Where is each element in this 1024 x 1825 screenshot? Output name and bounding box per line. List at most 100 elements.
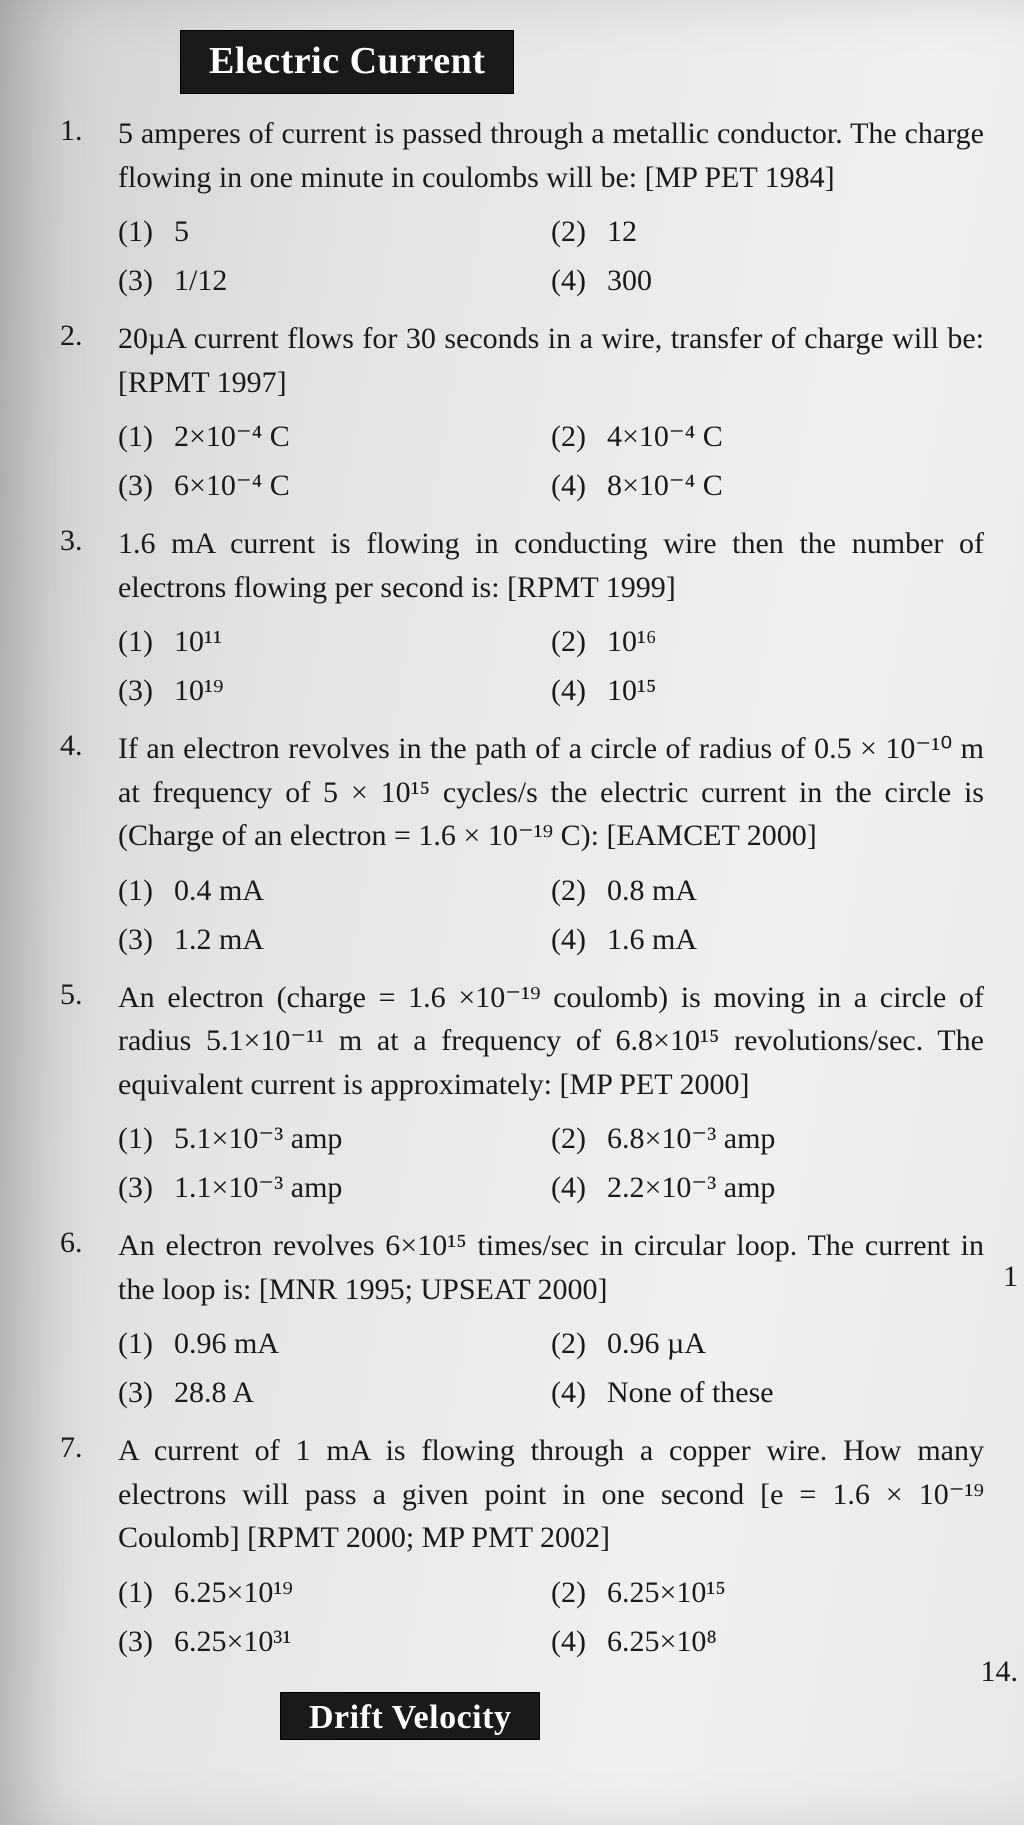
option-value: 10¹⁵ — [607, 674, 656, 707]
option-value: 300 — [607, 264, 652, 297]
option-number: (4) — [551, 668, 607, 713]
option-number: (1) — [118, 414, 174, 459]
option: (2)12 — [551, 207, 984, 256]
option: (3)10¹⁹ — [118, 666, 551, 715]
options-row: (1)5.1×10⁻³ amp(2)6.8×10⁻³ amp(3)1.1×10⁻… — [118, 1114, 984, 1212]
option: (1)5.1×10⁻³ amp — [118, 1114, 551, 1163]
question-text: An electron revolves 6×10¹⁵ times/sec in… — [118, 1224, 984, 1311]
option-number: (3) — [118, 1165, 174, 1210]
question-source: [MNR 1995; UPSEAT 2000] — [259, 1273, 608, 1306]
option: (1)5 — [118, 207, 551, 256]
option-number: (3) — [118, 1370, 174, 1415]
question-number: 4. — [60, 727, 118, 964]
option-number: (1) — [118, 868, 174, 913]
option-value: 5 — [174, 215, 189, 248]
option-value: 4×10⁻⁴ C — [607, 420, 723, 453]
option: (1)2×10⁻⁴ C — [118, 412, 551, 461]
option: (3)28.8 A — [118, 1368, 551, 1417]
option-number: (3) — [118, 1619, 174, 1664]
option-value: 6.25×10¹⁵ — [607, 1576, 726, 1609]
question: 3.1.6 mA current is flowing in conductin… — [60, 522, 984, 715]
option: (4)2.2×10⁻³ amp — [551, 1163, 984, 1212]
option-number: (2) — [551, 619, 607, 664]
question: 7.A current of 1 mA is flowing through a… — [60, 1429, 984, 1666]
option: (2)10¹⁶ — [551, 617, 984, 666]
option: (2)6.8×10⁻³ amp — [551, 1114, 984, 1163]
option-value: 1.2 mA — [174, 923, 264, 956]
option-number: (2) — [551, 414, 607, 459]
question-number: 7. — [60, 1429, 118, 1666]
option-number: (3) — [118, 463, 174, 508]
option-number: (1) — [118, 1321, 174, 1366]
option-number: (3) — [118, 917, 174, 962]
option-value: 0.96 µA — [607, 1327, 706, 1360]
option-value: 2×10⁻⁴ C — [174, 420, 290, 453]
question: 6.An electron revolves 6×10¹⁵ times/sec … — [60, 1224, 984, 1417]
option: (4)1.6 mA — [551, 915, 984, 964]
question-text: A current of 1 mA is flowing through a c… — [118, 1429, 984, 1560]
option: (3)1.1×10⁻³ amp — [118, 1163, 551, 1212]
option-value: 6.25×10⁸ — [607, 1625, 717, 1658]
option-number: (1) — [118, 1116, 174, 1161]
option-number: (2) — [551, 1321, 607, 1366]
option: (4)300 — [551, 256, 984, 305]
question-number: 1. — [60, 112, 118, 305]
option-value: 6.25×10¹⁹ — [174, 1576, 293, 1609]
chapter-footer: Drift Velocity — [280, 1692, 540, 1740]
option-value: 5.1×10⁻³ amp — [174, 1122, 342, 1155]
option-number: (3) — [118, 258, 174, 303]
option: (2)4×10⁻⁴ C — [551, 412, 984, 461]
option-number: (1) — [118, 619, 174, 664]
question-source: [MP PET 2000] — [560, 1068, 750, 1101]
option: (4)None of these — [551, 1368, 984, 1417]
option: (1)10¹¹ — [118, 617, 551, 666]
question-text: An electron (charge = 1.6 ×10⁻¹⁹ coulomb… — [118, 976, 984, 1107]
option-value: 0.96 mA — [174, 1327, 279, 1360]
question-text: 5 amperes of current is passed through a… — [118, 112, 984, 199]
option-number: (4) — [551, 463, 607, 508]
option-value: 0.4 mA — [174, 874, 264, 907]
question: 4.If an electron revolves in the path of… — [60, 727, 984, 964]
option: (2)0.8 mA — [551, 866, 984, 915]
question-source: [RPMT 2000; MP PMT 2002] — [247, 1521, 610, 1554]
option-value: 8×10⁻⁴ C — [607, 469, 723, 502]
option-value: 0.8 mA — [607, 874, 697, 907]
option-value: 10¹⁹ — [174, 674, 223, 707]
question-source: [EAMCET 2000] — [606, 819, 816, 852]
option: (1)6.25×10¹⁹ — [118, 1568, 551, 1617]
options-row: (1)0.4 mA(2)0.8 mA(3)1.2 mA(4)1.6 mA — [118, 866, 984, 964]
question-source: [RPMT 1997] — [118, 366, 287, 399]
question: 5.An electron (charge = 1.6 ×10⁻¹⁹ coulo… — [60, 976, 984, 1213]
question: 2.20µA current flows for 30 seconds in a… — [60, 317, 984, 510]
question-source: [RPMT 1999] — [507, 571, 676, 604]
option-value: 1.6 mA — [607, 923, 697, 956]
option-value: 28.8 A — [174, 1376, 254, 1409]
side-marker: 1 — [1003, 1260, 1018, 1294]
option: (4)8×10⁻⁴ C — [551, 461, 984, 510]
option-number: (2) — [551, 209, 607, 254]
options-row: (1)6.25×10¹⁹(2)6.25×10¹⁵(3)6.25×10³¹(4)6… — [118, 1568, 984, 1666]
option-number: (1) — [118, 1570, 174, 1615]
option-number: (4) — [551, 917, 607, 962]
option: (3)1/12 — [118, 256, 551, 305]
question-text: 20µA current flows for 30 seconds in a w… — [118, 317, 984, 404]
option-value: 6×10⁻⁴ C — [174, 469, 290, 502]
option-value: 1/12 — [174, 264, 227, 297]
option-number: (1) — [118, 209, 174, 254]
option-number: (4) — [551, 1165, 607, 1210]
option: (4)10¹⁵ — [551, 666, 984, 715]
option-number: (2) — [551, 1570, 607, 1615]
question-number: 3. — [60, 522, 118, 715]
option: (2)0.96 µA — [551, 1319, 984, 1368]
option: (4)6.25×10⁸ — [551, 1617, 984, 1666]
question-number: 5. — [60, 976, 118, 1213]
option-number: (4) — [551, 1619, 607, 1664]
question-number: 2. — [60, 317, 118, 510]
option-value: 6.8×10⁻³ amp — [607, 1122, 775, 1155]
option: (1)0.4 mA — [118, 866, 551, 915]
option-number: (2) — [551, 1116, 607, 1161]
option-number: (2) — [551, 868, 607, 913]
option-value: 6.25×10³¹ — [174, 1625, 291, 1658]
side-marker: 14. — [981, 1655, 1019, 1689]
option: (1)0.96 mA — [118, 1319, 551, 1368]
